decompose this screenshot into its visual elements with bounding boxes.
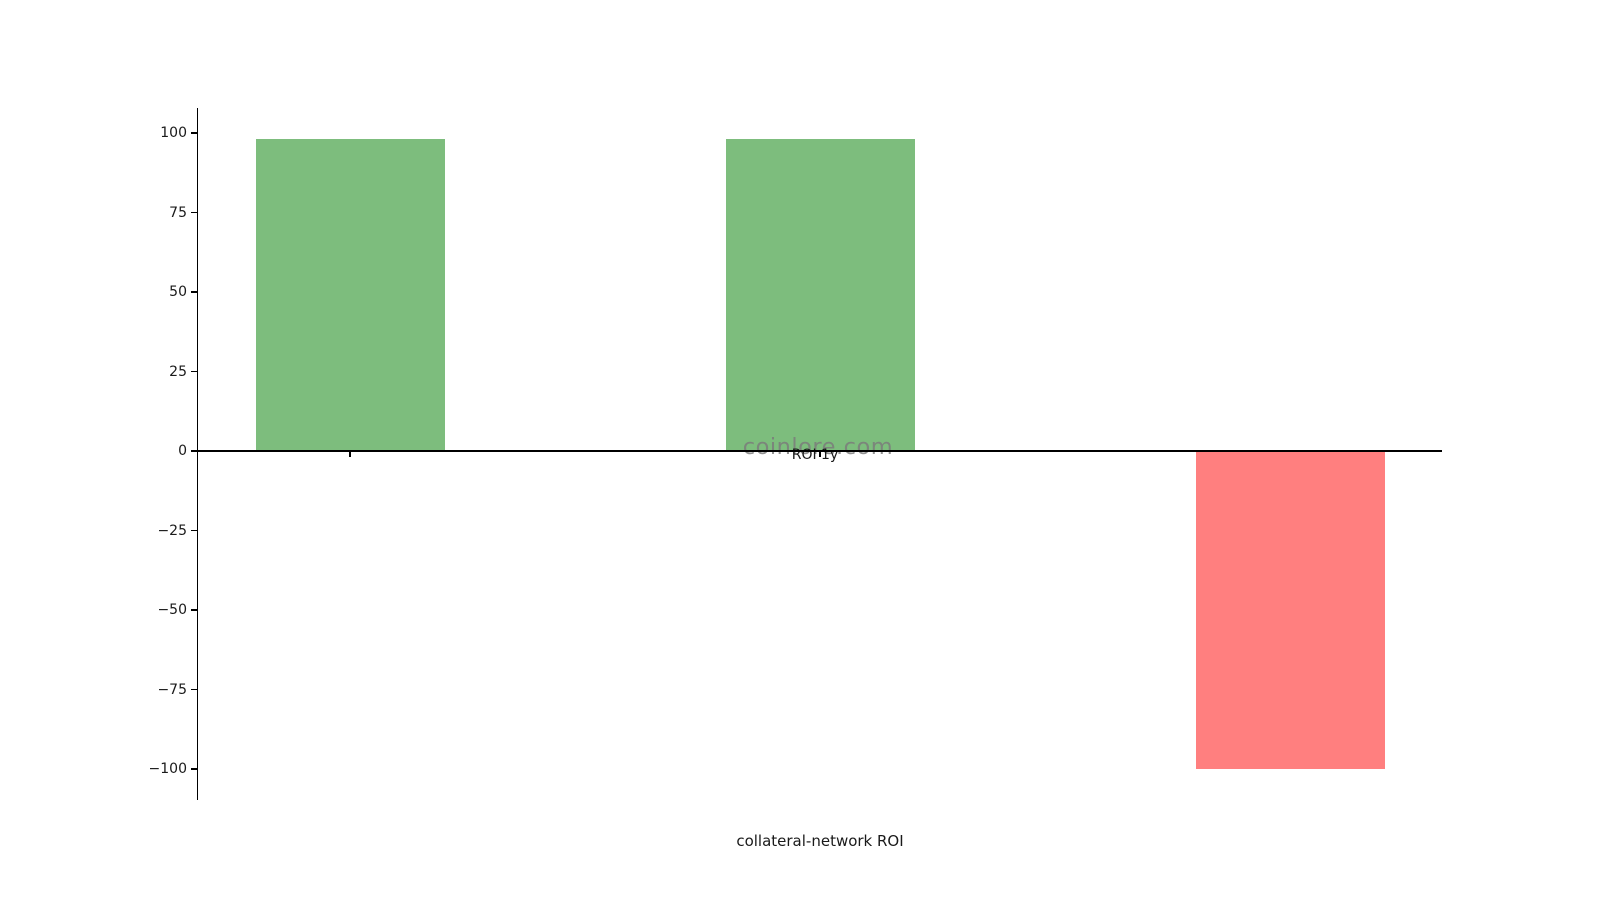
y-tick-label: 100	[160, 125, 187, 141]
y-tick-mark	[191, 291, 198, 293]
y-tick-label: 75	[169, 204, 187, 221]
y-tick-label: 50	[169, 284, 187, 300]
x-tick-mark	[349, 451, 351, 457]
y-tick-label: 0	[178, 443, 187, 459]
y-tick-label: 25	[169, 363, 187, 380]
y-tick-label: −25	[157, 522, 187, 539]
y-tick-mark	[191, 370, 198, 373]
y-tick-label: −50	[157, 602, 187, 618]
bar-roi-1y	[725, 139, 915, 451]
y-tick-mark	[191, 132, 198, 134]
y-tick-mark	[191, 609, 198, 611]
x-axis-zero-line	[196, 450, 1442, 452]
bar-series-2	[1195, 451, 1385, 769]
y-axis-spine	[196, 108, 198, 800]
y-tick-mark	[191, 688, 198, 691]
y-tick-mark	[191, 450, 198, 452]
bar-series-0	[255, 139, 445, 451]
y-tick-label: −75	[157, 681, 187, 698]
x-tick-mark	[819, 451, 821, 457]
y-tick-mark	[191, 768, 198, 770]
chart-title: collateral-network ROI	[736, 832, 904, 850]
watermark-text: coinlore.com	[742, 434, 894, 460]
y-tick-label: −100	[148, 761, 187, 777]
y-tick-mark	[191, 529, 198, 532]
y-tick-mark	[191, 211, 198, 214]
